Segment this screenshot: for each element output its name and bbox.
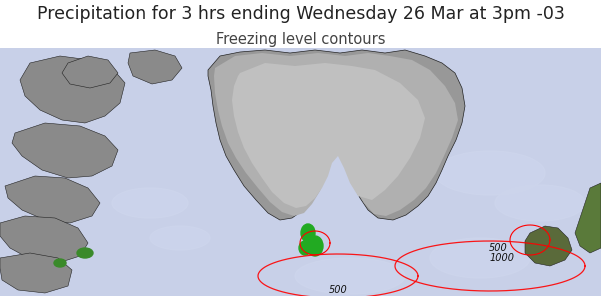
Ellipse shape xyxy=(435,151,545,195)
Text: 500: 500 xyxy=(489,243,507,253)
Ellipse shape xyxy=(77,248,93,258)
Polygon shape xyxy=(232,63,425,208)
Ellipse shape xyxy=(307,236,323,256)
Text: 1000: 1000 xyxy=(489,253,514,263)
Polygon shape xyxy=(0,216,88,263)
Ellipse shape xyxy=(54,259,66,267)
Ellipse shape xyxy=(150,226,210,250)
Polygon shape xyxy=(0,253,72,293)
Polygon shape xyxy=(214,53,458,216)
Ellipse shape xyxy=(301,224,315,242)
Text: Freezing level contours: Freezing level contours xyxy=(216,32,385,47)
Polygon shape xyxy=(575,183,601,253)
Polygon shape xyxy=(208,50,465,220)
Polygon shape xyxy=(12,123,118,178)
Ellipse shape xyxy=(430,238,530,278)
Ellipse shape xyxy=(295,258,405,294)
Polygon shape xyxy=(62,56,118,88)
Ellipse shape xyxy=(299,241,311,255)
Ellipse shape xyxy=(495,185,585,221)
Text: Precipitation for 3 hrs ending Wednesday 26 Mar at 3pm -03: Precipitation for 3 hrs ending Wednesday… xyxy=(37,5,564,23)
Polygon shape xyxy=(20,56,125,123)
Polygon shape xyxy=(525,226,572,266)
Ellipse shape xyxy=(112,188,188,218)
Text: 500: 500 xyxy=(329,285,347,295)
Polygon shape xyxy=(128,50,182,84)
Polygon shape xyxy=(5,176,100,223)
